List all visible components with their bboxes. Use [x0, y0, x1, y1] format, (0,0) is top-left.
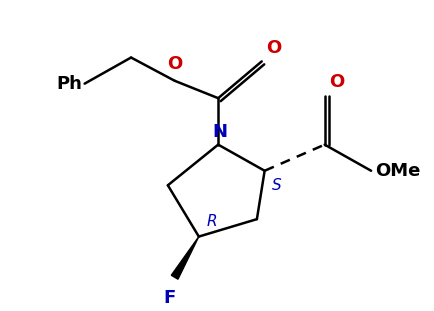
Text: S: S	[272, 178, 281, 193]
Text: R: R	[206, 214, 217, 229]
Text: N: N	[212, 123, 227, 141]
Text: F: F	[163, 289, 175, 307]
Polygon shape	[171, 237, 198, 279]
Text: Ph: Ph	[57, 75, 82, 93]
Text: OMe: OMe	[374, 162, 419, 180]
Text: O: O	[167, 55, 182, 73]
Text: O: O	[266, 39, 281, 57]
Text: O: O	[329, 73, 344, 91]
